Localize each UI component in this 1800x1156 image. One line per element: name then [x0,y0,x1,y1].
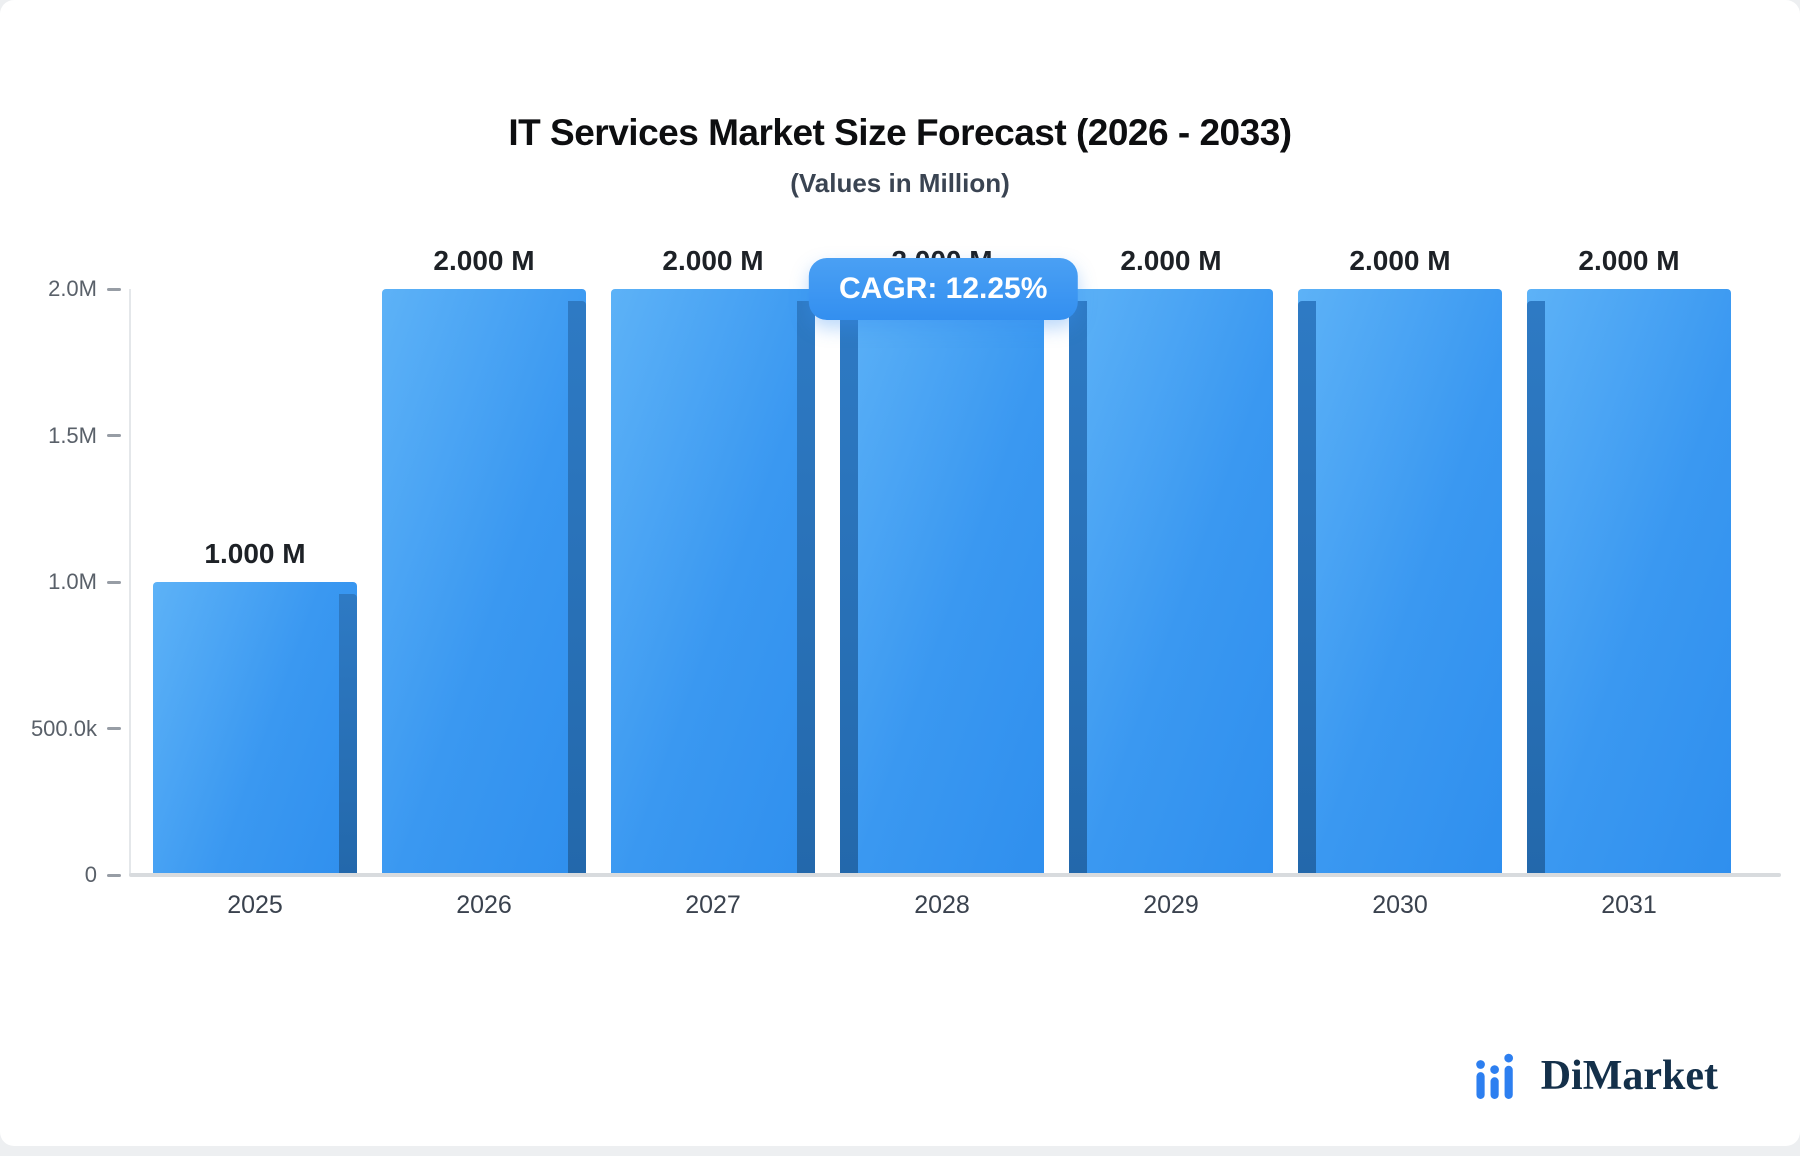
x-axis-label: 2030 [1372,891,1428,919]
y-tick-label: 0 [84,862,97,887]
cagr-badge: CAGR: 12.25% [808,258,1078,320]
x-axis-label: 2025 [227,891,283,919]
y-axis-tick: 1.5M [48,423,121,449]
bar-2025[interactable] [153,582,357,875]
bar-slot: 2.000 M2028 [840,245,1044,919]
bar-3d-edge [1069,301,1087,875]
y-tick-label: 2.0M [48,276,97,301]
y-tick-label: 1.0M [48,569,97,594]
x-axis-line [129,873,1781,877]
y-tick-mark [107,287,121,291]
bar-value-label: 2.000 M [1578,245,1680,276]
bar-3d-edge [339,594,357,875]
y-tick-mark [107,873,121,877]
bar-2030[interactable] [1298,289,1502,875]
bar-slot: 2.000 M 2030 [1298,245,1502,919]
bar-3d-edge [1527,301,1545,875]
bar-value-label: 2.000 M [1349,245,1451,276]
bar-value-label: 2.000 M [1120,245,1222,276]
y-axis-tick: 2.0M [48,276,121,302]
brand-logo-text: DiMarket [1540,1053,1718,1099]
bar-value-label: 2.000 M [433,245,535,276]
bar-3d-edge [568,301,586,875]
y-tick-mark [107,434,121,437]
y-tick-label: 1.5M [48,422,97,448]
bar-2026[interactable] [382,289,586,875]
y-axis-tick: 500.0k [31,716,121,742]
bar-slot: 2.000 M 2029 [1069,245,1273,919]
bar-slot: 2.000 M 2031 [1527,245,1731,919]
y-axis-tick: 1.0M [48,569,121,595]
bar-3d-edge [797,301,815,875]
bar-chart-logo-icon [1475,1053,1513,1099]
y-tick-mark [107,580,121,584]
x-axis-label: 2027 [685,891,741,919]
bar-2028[interactable] [840,289,1044,875]
x-axis-label: 2026 [456,891,512,919]
y-tick-label: 500.0k [30,715,97,741]
chart-subtitle: (Values in Million) [790,168,1010,198]
x-axis-label: 2029 [1143,891,1199,919]
y-axis-line [129,289,131,875]
bar-2029[interactable] [1069,289,1273,875]
bar-3d-edge [840,301,858,875]
bar-2027[interactable] [611,289,815,875]
bar-value-label: 2.000 M [662,245,764,276]
bar-3d-edge [1298,301,1316,875]
y-axis-tick: 0 [85,862,121,888]
chart-title: IT Services Market Size Forecast (2026 -… [508,112,1292,153]
bar-slot: 2.000 M 2027 [611,245,815,919]
y-tick-mark [107,727,121,730]
bar-value-label: 1.000 M [204,538,306,569]
bar-2031[interactable] [1527,289,1731,875]
bar-slot: 2.000 M 2026 [382,245,586,919]
brand-logo: DiMarket [1475,1052,1718,1100]
x-axis-label: 2028 [914,891,970,919]
bar-slot: 1.000 M 2025 [153,289,357,919]
x-axis-label: 2031 [1601,891,1657,919]
